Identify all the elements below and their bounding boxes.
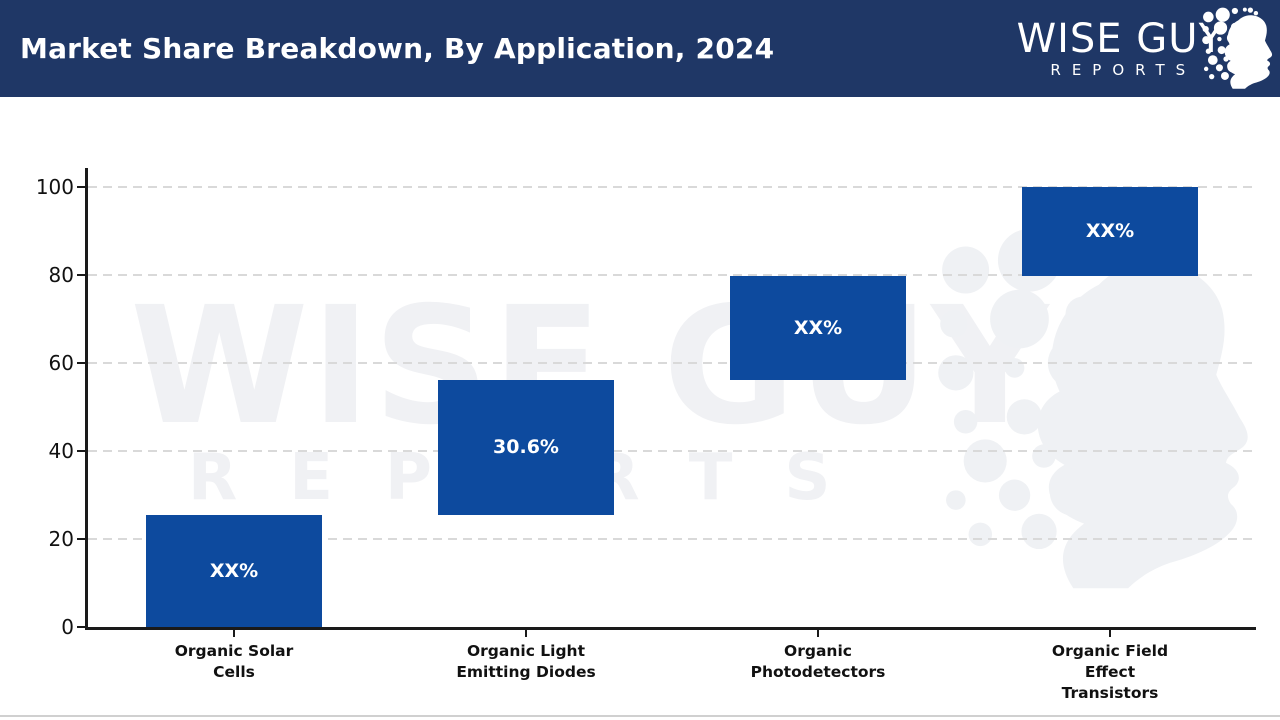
bar-segment: 30.6% <box>438 380 614 515</box>
category-label: Organic Photodetectors <box>750 642 886 681</box>
y-tick-label: 0 <box>61 615 74 639</box>
gridline <box>88 362 1256 364</box>
x-tick-mark <box>817 630 819 637</box>
bar-value-label: XX% <box>1085 220 1135 243</box>
y-tick-label: 40 <box>48 439 74 463</box>
y-tick-mark <box>77 538 85 540</box>
category-label: Organic Field Effect Transistors <box>1051 642 1169 702</box>
gridline <box>88 538 1256 540</box>
wiseguy-face-icon <box>1202 6 1273 89</box>
gridline <box>88 186 1256 188</box>
y-tick-mark <box>77 626 85 628</box>
y-tick-label: 20 <box>48 527 74 551</box>
x-tick-mark <box>1109 630 1111 637</box>
bar-segment: XX% <box>146 514 322 627</box>
logo-name: WISE GUY <box>1016 16 1224 62</box>
logo-subtitle: REPORTS <box>1050 61 1197 79</box>
brand-logo: WISE GUY REPORTS <box>1017 6 1274 91</box>
x-tick-mark <box>233 630 235 637</box>
y-tick-mark <box>77 186 85 188</box>
y-tick-mark <box>77 274 85 276</box>
category-label: Organic Light Emitting Diodes <box>456 642 596 681</box>
y-tick-label: 60 <box>48 351 74 375</box>
page-title: Market Share Breakdown, By Application, … <box>20 32 775 65</box>
bar-value-label: XX% <box>793 317 843 339</box>
bar-segment: XX% <box>1022 187 1198 276</box>
category-label: Organic Solar Cells <box>174 642 294 681</box>
bar-value-label: XX% <box>209 559 259 582</box>
y-tick-mark <box>77 362 85 364</box>
y-tick-label: 100 <box>35 175 74 199</box>
logo-text: WISE GUY REPORTS <box>1017 19 1224 78</box>
plot-area: 0 20 40 60 80 100 Organic Solar Cells XX% Organi… <box>36 168 1256 702</box>
y-tick-mark <box>77 450 85 452</box>
gridline <box>88 274 1256 276</box>
x-tick-mark <box>525 630 527 637</box>
footer-divider <box>0 715 1280 717</box>
gridline <box>88 450 1256 452</box>
y-tick-label: 80 <box>48 263 74 287</box>
header: Market Share Breakdown, By Application, … <box>0 0 1280 97</box>
bar-value-label: 30.6% <box>493 436 559 459</box>
bar-segment: XX% <box>730 275 906 381</box>
